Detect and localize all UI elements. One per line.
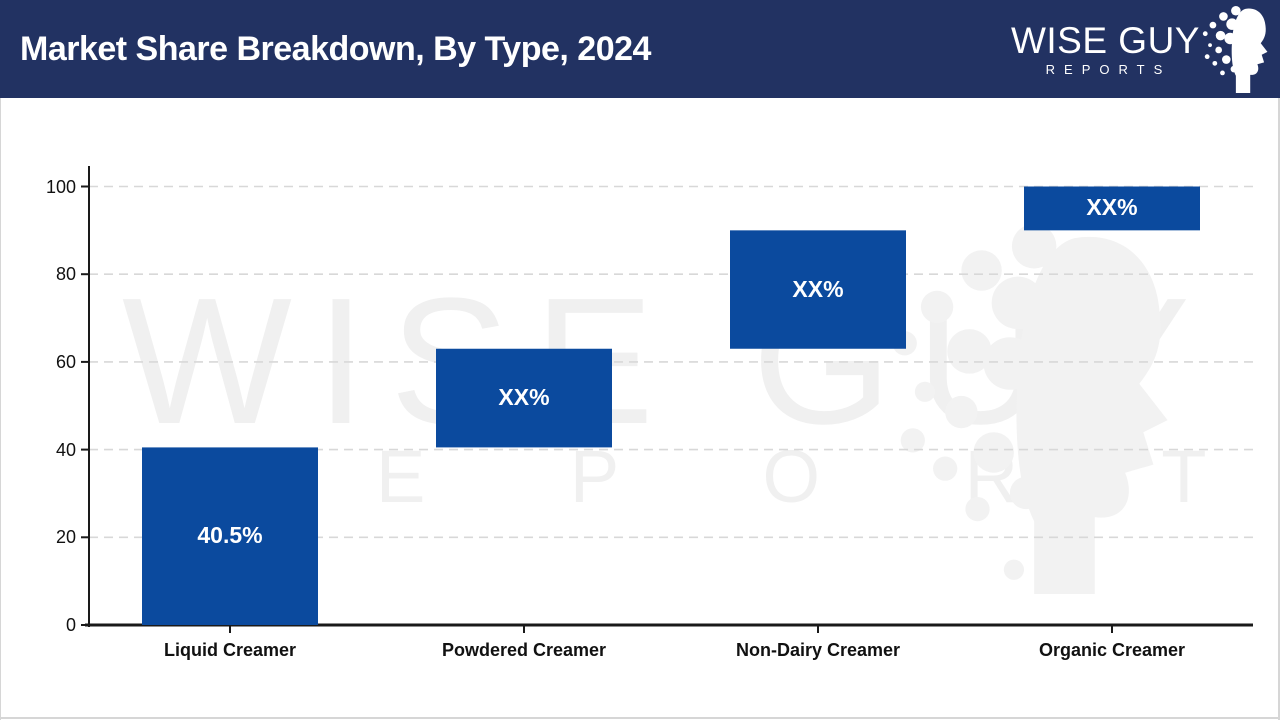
- bar-segment: [436, 348, 612, 448]
- bar-segment: [730, 230, 906, 349]
- bar-segment: [142, 447, 318, 625]
- logo-wiseguy-text: WISE GUY: [1010, 19, 1200, 61]
- logo-text-block: WISE GUY REPORTS: [1011, 22, 1200, 77]
- page-border-left: [0, 98, 1, 720]
- bar-segment: [1024, 186, 1200, 231]
- page-border-right: [1278, 98, 1280, 720]
- logo-head-icon: [1202, 5, 1268, 93]
- header-bar: Market Share Breakdown, By Type, 2024 WI…: [0, 0, 1280, 98]
- chart-title: Market Share Breakdown, By Type, 2024: [20, 29, 651, 68]
- page-border-bottom: [0, 717, 1280, 719]
- logo-reports-text: REPORTS: [1045, 61, 1172, 77]
- wise-guy-reports-logo: WISE GUY REPORTS: [1011, 5, 1270, 93]
